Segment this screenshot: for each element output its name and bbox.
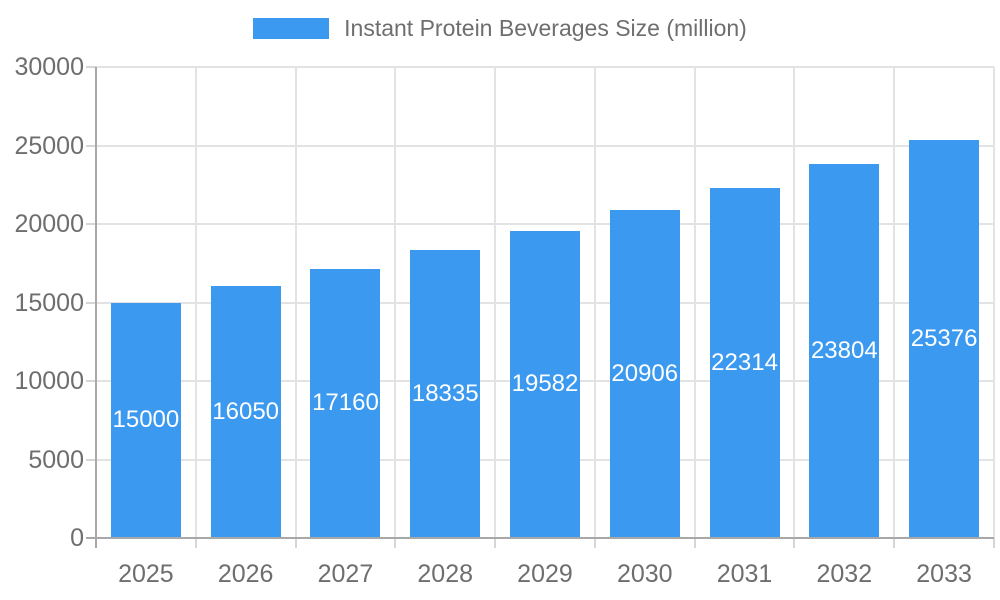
gridline-vertical bbox=[194, 67, 197, 538]
bar-value-label: 25376 bbox=[910, 324, 978, 352]
x-axis-tick-mark bbox=[294, 538, 297, 548]
bar-value-label: 18335 bbox=[411, 380, 479, 408]
x-axis-tick-mark bbox=[993, 538, 995, 548]
bar-2025[interactable]: 15000 bbox=[110, 302, 181, 538]
bar-value-label: 22314 bbox=[711, 348, 778, 376]
bar-value-label: 20906 bbox=[611, 359, 679, 387]
x-axis-tick-mark bbox=[394, 538, 397, 548]
bar-2032[interactable]: 23804 bbox=[809, 164, 880, 538]
x-axis-tick-label: 2033 bbox=[916, 560, 972, 588]
x-axis-tick-label: 2030 bbox=[616, 560, 673, 588]
gridline-vertical bbox=[693, 67, 696, 538]
x-axis-line bbox=[86, 537, 994, 539]
gridline-vertical bbox=[494, 67, 497, 538]
gridline-horizontal bbox=[96, 66, 994, 68]
x-axis-tick-label: 2025 bbox=[118, 560, 174, 588]
x-axis-tick-label: 2032 bbox=[816, 560, 873, 588]
gridline-vertical bbox=[394, 67, 397, 538]
y-axis-tick-label: 5000 bbox=[28, 445, 84, 474]
gridline-vertical bbox=[793, 67, 796, 538]
bar-2030[interactable]: 20906 bbox=[609, 209, 680, 538]
x-axis-tick-mark bbox=[693, 538, 696, 548]
bar-value-label: 19582 bbox=[511, 370, 579, 398]
gridline-vertical bbox=[294, 67, 297, 538]
bar-2028[interactable]: 18335 bbox=[410, 250, 481, 538]
legend: Instant Protein Beverages Size (million) bbox=[0, 15, 1000, 42]
bar-2029[interactable]: 19582 bbox=[510, 230, 580, 538]
y-axis-tick-mark bbox=[86, 458, 96, 461]
y-axis-tick-mark bbox=[86, 144, 96, 147]
legend-swatch bbox=[253, 18, 330, 39]
bar-value-label: 23804 bbox=[810, 337, 878, 365]
x-axis-tick-label: 2029 bbox=[517, 560, 573, 588]
x-axis-tick-mark bbox=[593, 538, 596, 548]
bar-2031[interactable]: 22314 bbox=[709, 187, 780, 538]
bar-value-label: 15000 bbox=[112, 406, 180, 434]
y-axis-tick-label: 15000 bbox=[14, 288, 84, 317]
bar-value-label: 17160 bbox=[312, 389, 379, 417]
bar-2026[interactable]: 16050 bbox=[210, 286, 281, 538]
y-axis-line bbox=[95, 67, 97, 548]
y-axis-tick-label: 20000 bbox=[14, 210, 84, 238]
x-axis-tick-mark bbox=[194, 538, 197, 548]
x-axis-tick-mark bbox=[893, 538, 896, 548]
y-axis-tick-label: 10000 bbox=[14, 367, 84, 395]
gridline-vertical bbox=[993, 67, 995, 538]
bar-2027[interactable]: 17160 bbox=[310, 268, 381, 538]
bar-value-label: 16050 bbox=[212, 398, 280, 425]
y-axis-tick-mark bbox=[86, 380, 96, 382]
y-axis-tick-label: 25000 bbox=[14, 131, 84, 160]
gridline-horizontal bbox=[96, 144, 994, 147]
bar-2033[interactable]: 25376 bbox=[909, 139, 980, 538]
y-axis-tick-label: 30000 bbox=[14, 53, 84, 81]
gridline-horizontal bbox=[96, 223, 994, 225]
x-axis-tick-mark bbox=[494, 538, 497, 548]
gridline-vertical bbox=[893, 67, 896, 538]
y-axis-tick-mark bbox=[86, 223, 96, 225]
x-axis-tick-label: 2031 bbox=[716, 560, 773, 588]
legend-item[interactable]: Instant Protein Beverages Size (million) bbox=[253, 15, 747, 42]
x-axis-tick-label: 2027 bbox=[317, 560, 374, 588]
x-axis-tick-label: 2028 bbox=[417, 560, 474, 588]
y-axis-tick-mark bbox=[86, 301, 96, 304]
plot-area: 0 5000 10000 15000 20000 25000 30000 15000 2025 1… bbox=[14, 53, 995, 588]
legend-label: Instant Protein Beverages Size (million) bbox=[344, 15, 747, 41]
y-axis-tick-mark bbox=[86, 66, 96, 68]
gridline-vertical bbox=[593, 67, 596, 538]
x-axis-tick-label: 2026 bbox=[217, 560, 274, 588]
y-axis-tick-label: 0 bbox=[70, 524, 84, 552]
x-axis-tick-mark bbox=[793, 538, 796, 548]
